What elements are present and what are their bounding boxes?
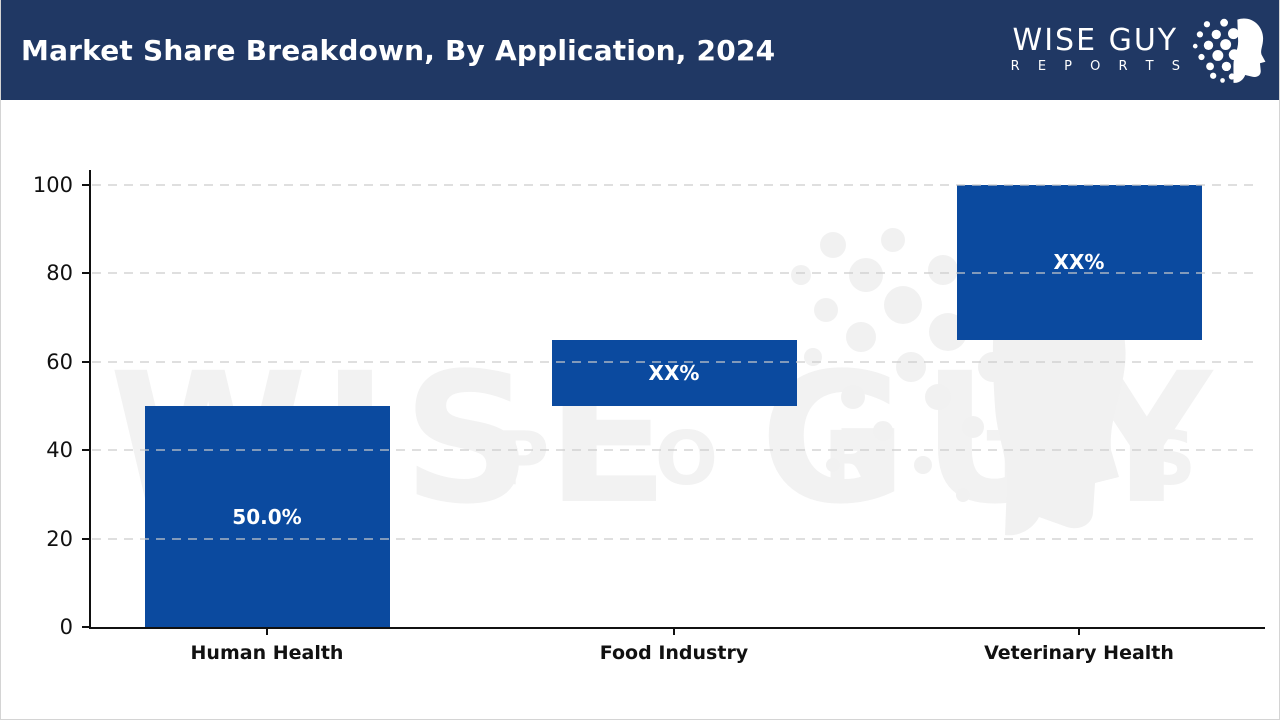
bar-human-health: 50.0%	[144, 406, 390, 627]
x-tick-mark	[266, 627, 268, 635]
logo-wordmark: WISE GUY	[1012, 23, 1179, 58]
y-tick-label-20: 20	[46, 526, 73, 551]
y-tick-mark-0	[82, 626, 91, 628]
bar-veterinary-health: XX%	[956, 185, 1202, 340]
y-tick-label-100: 100	[32, 173, 73, 197]
x-category-label-human-health: Human Health	[190, 642, 344, 664]
chart-canvas: WISE GUY R E P O R T S 0 20 40 60 80 100 50.0%…	[1, 100, 1279, 719]
x-tick-mark	[1078, 627, 1080, 635]
bar-value-label: 50.0%	[232, 504, 302, 529]
bar-value-label: XX%	[648, 360, 700, 385]
header: Market Share Breakdown, By Application, …	[1, 0, 1279, 100]
x-category-label-food-industry: Food Industry	[599, 642, 749, 664]
logo-subtext: R E P O R T S	[1010, 59, 1187, 74]
y-tick-mark-20	[82, 537, 91, 540]
y-tick-mark-80	[82, 272, 91, 275]
plot-area: 0 20 40 60 80 100 50.0% Human Health XX% Food Ind…	[33, 170, 1265, 664]
gridline-100	[92, 184, 1259, 186]
gridline-20	[92, 537, 1259, 540]
y-tick-mark-60	[82, 360, 91, 363]
page-title: Market Share Breakdown, By Application, …	[21, 33, 776, 67]
dotted-head-icon	[1192, 18, 1266, 83]
y-tick-label-80: 80	[46, 261, 73, 286]
y-tick-mark-100	[82, 184, 91, 186]
y-tick-label-60: 60	[46, 349, 73, 374]
x-category-label-veterinary-health: Veterinary Health	[984, 642, 1174, 664]
bar-food-industry: XX%	[551, 339, 797, 406]
bar-value-label: XX%	[1053, 250, 1105, 275]
gridline-60	[92, 360, 1259, 363]
gridline-80	[92, 272, 1259, 275]
y-tick-label-40: 40	[46, 438, 73, 463]
wise-guy-logo: WISE GUY R E P O R T S	[1004, 8, 1267, 92]
logo-text: WISE GUY R E P O R T S	[1004, 25, 1187, 75]
gridline-40	[92, 449, 1259, 452]
x-tick-mark	[673, 627, 675, 635]
y-tick-mark-40	[82, 449, 91, 452]
y-tick-label-0: 0	[59, 615, 73, 639]
